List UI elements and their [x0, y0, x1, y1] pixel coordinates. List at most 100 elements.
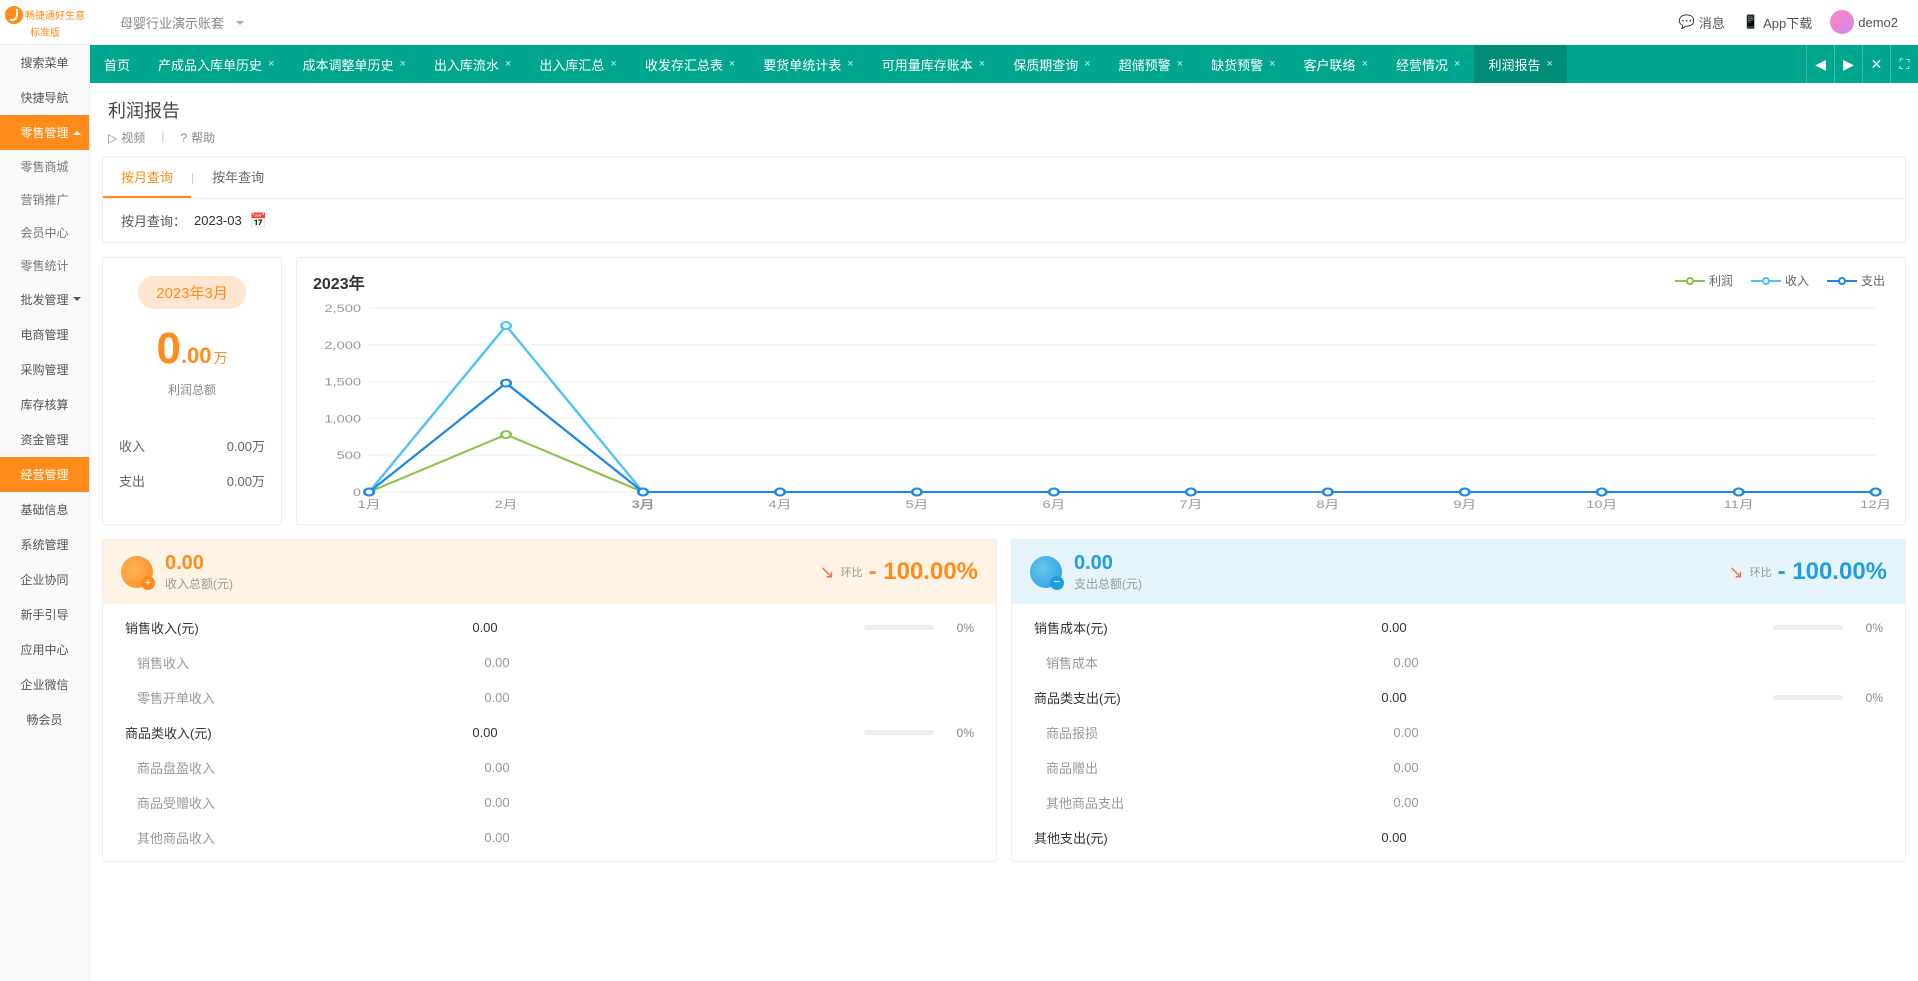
tab-出入库流水[interactable]: 出入库流水×: [420, 45, 525, 83]
tab-close-icon[interactable]: ×: [610, 58, 616, 70]
user-menu[interactable]: demo2: [1830, 10, 1898, 34]
tab-经营情况[interactable]: 经营情况×: [1382, 45, 1474, 83]
trend-down-icon: ↘: [820, 562, 835, 583]
profit-total-label: 利润总额: [115, 381, 269, 398]
income-panel-header: 0.00 收入总额(元) ↘ 环比 - 100.00%: [103, 540, 996, 604]
table-row: 商品受赠收入0.00: [103, 785, 996, 820]
tab-利润报告[interactable]: 利润报告×: [1474, 45, 1566, 83]
sidebar-item-basicinfo[interactable]: 基础信息: [0, 492, 89, 527]
tab-成本调整单历史[interactable]: 成本调整单历史×: [288, 45, 419, 83]
table-row: 商品报损0.00: [1012, 715, 1905, 750]
svg-text:7月: 7月: [1179, 498, 1202, 511]
org-selector[interactable]: 母婴行业演示账套: [90, 13, 254, 32]
expense-total-value: 0.00: [1074, 552, 1142, 575]
tab-收发存汇总表[interactable]: 收发存汇总表×: [631, 45, 749, 83]
table-row: 销售成本(元)0.000%: [1012, 610, 1905, 645]
header-actions: 💬 消息 📱 App下载 demo2: [1679, 10, 1918, 34]
expense-trend: ↘ 环比 - 100.00%: [1729, 558, 1888, 586]
sidebar-item-wechat[interactable]: 企业微信: [0, 667, 89, 702]
message-button[interactable]: 💬 消息: [1679, 13, 1725, 32]
income-panel: 0.00 收入总额(元) ↘ 环比 - 100.00% 销售收入(元)0.000…: [102, 539, 997, 862]
legend-item[interactable]: 收入: [1751, 272, 1809, 289]
sidebar-item-ecommerce[interactable]: 电商管理: [0, 317, 89, 352]
tab-close-icon[interactable]: ×: [1177, 58, 1183, 70]
tabs-scroll-left[interactable]: ◀: [1806, 45, 1834, 83]
tab-monthly-query[interactable]: 按月查询: [103, 157, 191, 198]
sidebar-item-quicknav[interactable]: 快捷导航: [0, 80, 89, 115]
income-icon: [121, 556, 153, 588]
tab-close-icon[interactable]: ×: [399, 58, 405, 70]
tab-保质期查询[interactable]: 保质期查询×: [999, 45, 1104, 83]
svg-text:1,000: 1,000: [324, 412, 361, 425]
tab-首页[interactable]: 首页: [90, 45, 144, 83]
svg-text:9月: 9月: [1453, 498, 1476, 511]
message-icon: 💬: [1679, 14, 1695, 30]
sidebar-item-search[interactable]: 搜索菜单: [0, 45, 89, 80]
sidebar-sub-retail-mall[interactable]: 零售商城: [0, 150, 89, 183]
tab-超储预警[interactable]: 超储预警×: [1105, 45, 1197, 83]
tab-close-icon[interactable]: ×: [505, 58, 511, 70]
sidebar-item-system[interactable]: 系统管理: [0, 527, 89, 562]
logo[interactable]: 畅捷通好生意 标准版: [0, 3, 90, 42]
income-total-value: 0.00: [165, 552, 233, 575]
query-row: 按月查询： 2023-03 📅: [103, 199, 1905, 242]
sidebar-item-wholesale[interactable]: 批发管理: [0, 282, 89, 317]
sidebar-item-operation[interactable]: 经营管理: [0, 457, 89, 492]
tabs-close-all[interactable]: ✕: [1862, 45, 1890, 83]
tab-yearly-query[interactable]: 按年查询: [194, 157, 282, 198]
sidebar-item-purchase[interactable]: 采购管理: [0, 352, 89, 387]
calendar-icon[interactable]: 📅: [250, 212, 267, 229]
legend-item[interactable]: 支出: [1827, 272, 1885, 289]
tab-close-icon[interactable]: ×: [1084, 58, 1090, 70]
tab-close-icon[interactable]: ×: [1269, 58, 1275, 70]
tab-close-icon[interactable]: ×: [847, 58, 853, 70]
avatar: [1830, 10, 1854, 34]
page: 利润报告 ▷视频 | ?帮助 按月查询 | 按年查询 按月查询： 2023-03: [90, 83, 1918, 981]
expense-total-label: 支出总额(元): [1074, 575, 1142, 592]
period-badge: 2023年3月: [138, 276, 246, 309]
table-row: 其他支出(元)0.00: [1012, 820, 1905, 855]
sidebar-item-changmember[interactable]: 畅会员: [0, 702, 89, 737]
sidebar-item-funds[interactable]: 资金管理: [0, 422, 89, 457]
table-row: 其他商品支出0.00: [1012, 785, 1905, 820]
tab-close-icon[interactable]: ×: [1546, 58, 1552, 70]
svg-text:8月: 8月: [1316, 498, 1339, 511]
tab-close-icon[interactable]: ×: [979, 58, 985, 70]
tab-可用量库存账本[interactable]: 可用量库存账本×: [868, 45, 999, 83]
tab-close-icon[interactable]: ×: [1454, 58, 1460, 70]
line-chart: 05001,0001,5002,0002,5001月2月3月4月5月6月7月8月…: [313, 302, 1889, 512]
sidebar-item-apps[interactable]: 应用中心: [0, 632, 89, 667]
sidebar-item-collab[interactable]: 企业协同: [0, 562, 89, 597]
svg-text:0: 0: [353, 486, 361, 499]
trend-down-icon: ↘: [1729, 562, 1744, 583]
tab-客户联络[interactable]: 客户联络×: [1290, 45, 1382, 83]
tab-缺货预警[interactable]: 缺货预警×: [1197, 45, 1289, 83]
sidebar: 搜索菜单快捷导航零售管理零售商城营销推广会员中心零售统计批发管理电商管理采购管理…: [0, 45, 90, 981]
tabs-fullscreen[interactable]: ⛶: [1890, 45, 1918, 83]
table-row: 商品赠出0.00: [1012, 750, 1905, 785]
video-link[interactable]: ▷视频: [108, 129, 145, 146]
expense-rows: 销售成本(元)0.000%销售成本0.00商品类支出(元)0.000%商品报损0…: [1012, 604, 1905, 861]
help-link[interactable]: ?帮助: [180, 129, 215, 146]
tab-产成品入库单历史[interactable]: 产成品入库单历史×: [144, 45, 288, 83]
tab-出入库汇总[interactable]: 出入库汇总×: [525, 45, 630, 83]
logo-sub: 标准版: [30, 24, 60, 39]
sidebar-item-retail[interactable]: 零售管理: [0, 115, 89, 150]
tabs-scroll-right[interactable]: ▶: [1834, 45, 1862, 83]
legend-item[interactable]: 利润: [1675, 272, 1733, 289]
sidebar-sub-retail-stats[interactable]: 零售统计: [0, 249, 89, 282]
expense-panel-header: 0.00 支出总额(元) ↘ 环比 - 100.00%: [1012, 540, 1905, 604]
table-row: 销售收入0.00: [103, 645, 996, 680]
download-icon: 📱: [1743, 14, 1759, 30]
app-download-button[interactable]: 📱 App下载: [1743, 13, 1812, 32]
page-title: 利润报告: [90, 83, 1918, 129]
sidebar-item-inventory[interactable]: 库存核算: [0, 387, 89, 422]
tab-要货单统计表[interactable]: 要货单统计表×: [749, 45, 867, 83]
tab-close-icon[interactable]: ×: [268, 58, 274, 70]
sidebar-sub-member[interactable]: 会员中心: [0, 216, 89, 249]
sidebar-item-guide[interactable]: 新手引导: [0, 597, 89, 632]
sidebar-sub-marketing[interactable]: 营销推广: [0, 183, 89, 216]
logo-text: 畅捷通好生意: [25, 7, 85, 22]
tab-close-icon[interactable]: ×: [1362, 58, 1368, 70]
tab-close-icon[interactable]: ×: [729, 58, 735, 70]
